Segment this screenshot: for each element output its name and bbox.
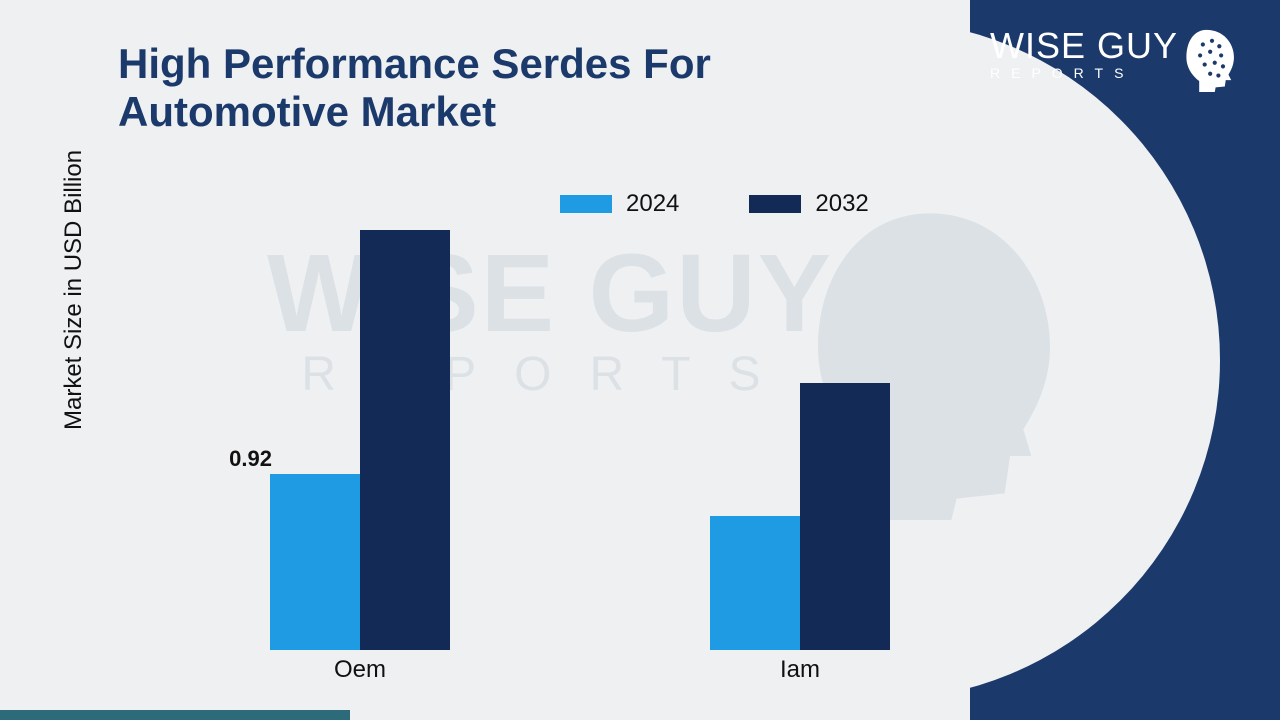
legend-label: 2024	[626, 190, 679, 218]
y-axis-label: Market Size in USD Billion	[60, 150, 88, 430]
x-axis-tick-label: Iam	[780, 656, 820, 684]
bar	[800, 383, 890, 650]
legend: 2024 2032	[560, 190, 869, 218]
brand-head-icon	[1184, 28, 1240, 92]
legend-swatch	[749, 195, 801, 213]
bar-value-label: 0.92	[229, 446, 272, 472]
brand-text-top: WISE GUY	[990, 28, 1178, 64]
bar	[710, 516, 800, 650]
bar-group: Oem	[270, 230, 450, 650]
x-axis-tick-label: Oem	[334, 656, 386, 684]
chart-canvas: WISE GUY REPORTS WISE GUY REPORTS	[0, 0, 1280, 720]
legend-item: 2024	[560, 190, 679, 218]
bar	[270, 474, 360, 650]
bar	[360, 230, 450, 650]
legend-swatch	[560, 195, 612, 213]
bar-group: Iam	[710, 383, 890, 650]
bottom-accent-strip	[0, 710, 350, 720]
brand-text-bottom: REPORTS	[990, 66, 1178, 80]
chart-title: High Performance Serdes For Automotive M…	[118, 40, 838, 137]
brand-logo: WISE GUY REPORTS	[990, 28, 1250, 118]
legend-label: 2032	[815, 190, 868, 218]
plot-area: Oem Iam 0.92	[110, 230, 930, 650]
legend-item: 2032	[749, 190, 868, 218]
